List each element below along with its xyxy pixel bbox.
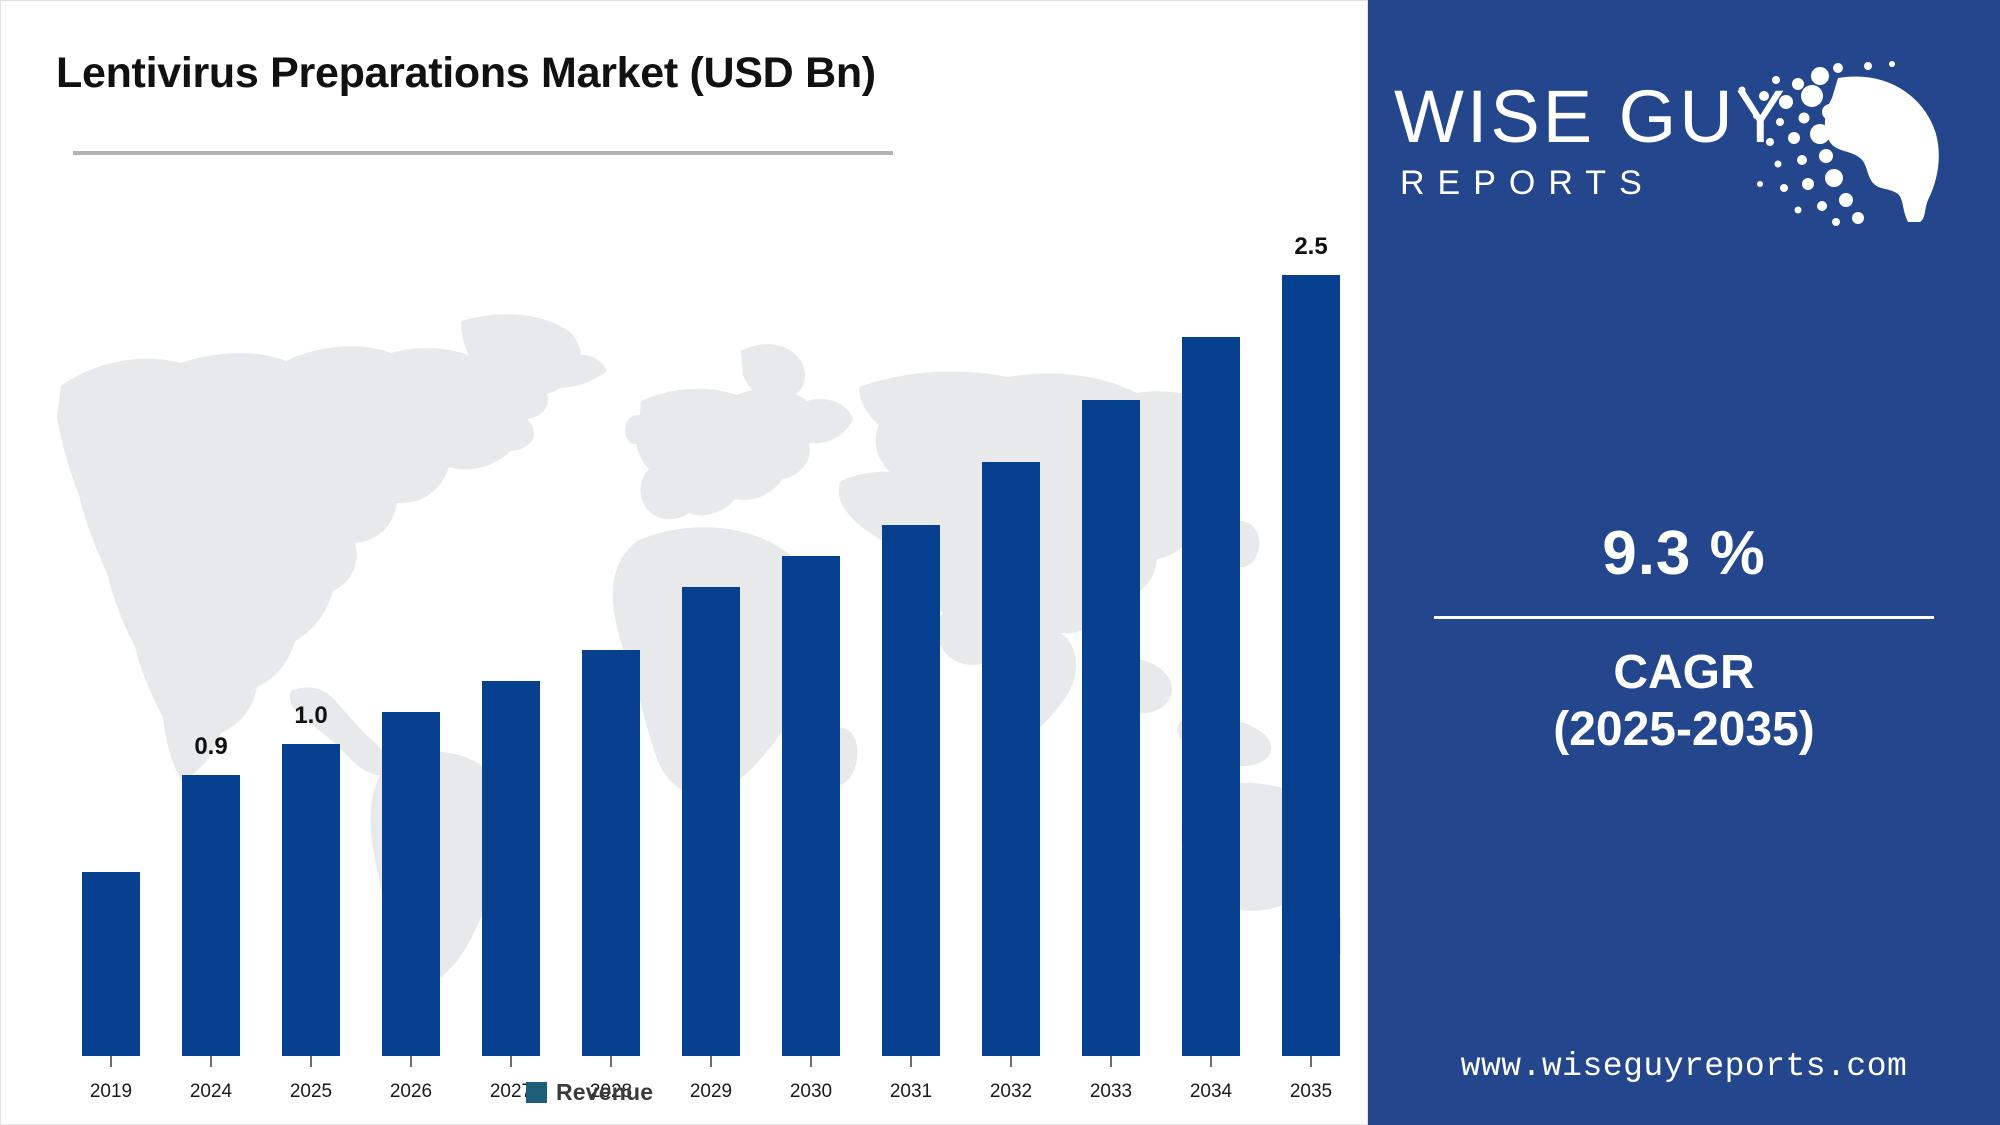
x-axis-label-2031: 2031	[889, 1081, 933, 1102]
bar-2029[interactable]	[682, 587, 740, 1056]
bar-2026[interactable]	[382, 712, 440, 1056]
x-axis-label-2028: 2028	[589, 1081, 633, 1102]
bar-group-2019[interactable]: 2019	[61, 181, 161, 1102]
legend-label-revenue: Revenue	[556, 1079, 654, 1105]
x-axis-label-2033: 2033	[1089, 1081, 1133, 1102]
x-tick-2024	[210, 1056, 212, 1067]
page-title: Lentivirus Preparations Market (USD Bn)	[56, 49, 876, 97]
brand-panel: WISE GUY REPORTS	[1368, 0, 2000, 1125]
bar-group-2035[interactable]: 2.5 2035	[1261, 181, 1361, 1102]
bar-group-2029[interactable]: 2029	[661, 181, 761, 1102]
bar-group-2031[interactable]: 2031	[861, 181, 961, 1102]
x-axis-label-2025: 2025	[289, 1081, 333, 1102]
plot-area: 2019 0.9 2024 1.0 2025 2026 2027 2028 2029 2030 20…	[61, 181, 1361, 1102]
bar-group-2027[interactable]: 2027	[461, 181, 561, 1102]
chart-legend[interactable]: Revenue	[526, 1079, 653, 1106]
bar-2025[interactable]	[282, 743, 340, 1056]
bar-2028[interactable]	[582, 649, 640, 1056]
website-url[interactable]: www.wiseguyreports.com	[1460, 1048, 1908, 1085]
bar-2032[interactable]	[982, 462, 1040, 1056]
x-axis-label-2019: 2019	[89, 1081, 133, 1102]
bar-value-label-2024: 0.9	[194, 732, 228, 760]
x-axis-label-2026: 2026	[389, 1081, 433, 1102]
cagr-caption-line2: (2025-2035)	[1553, 702, 1815, 756]
bar-2024[interactable]	[182, 774, 240, 1056]
cagr-caption: CAGR (2025-2035)	[1368, 645, 2000, 758]
x-tick-2026	[410, 1056, 412, 1067]
cagr-caption-line1: CAGR	[1613, 646, 1755, 700]
bar-group-2033[interactable]: 2033	[1061, 181, 1161, 1102]
x-axis-label-2032: 2032	[989, 1081, 1033, 1102]
x-tick-2035	[1310, 1056, 1312, 1067]
x-tick-2029	[710, 1056, 712, 1067]
x-axis-label-2035: 2035	[1289, 1081, 1333, 1102]
bar-group-2030[interactable]: 2030	[761, 181, 861, 1102]
bar-2033[interactable]	[1082, 399, 1140, 1056]
bar-2030[interactable]	[782, 556, 840, 1056]
bar-2035[interactable]	[1282, 274, 1340, 1056]
svg-text:WISE GUY: WISE GUY	[1394, 75, 1788, 158]
x-axis-label-2034: 2034	[1189, 1081, 1233, 1102]
x-tick-2032	[1010, 1056, 1012, 1067]
bar-2034[interactable]	[1182, 337, 1240, 1056]
x-axis-label-2024: 2024	[189, 1081, 233, 1102]
bar-group-2025[interactable]: 1.0 2025	[261, 181, 361, 1102]
x-tick-2025	[310, 1056, 312, 1067]
cagr-value: 9.3 %	[1602, 519, 1766, 588]
bar-value-label-2025: 1.0	[294, 701, 328, 729]
x-axis-label-2030: 2030	[789, 1081, 833, 1102]
x-tick-2028	[610, 1056, 612, 1067]
cagr-divider	[1434, 616, 1934, 620]
bar-value-label-2035: 2.5	[1294, 232, 1328, 260]
x-axis-label-2029: 2029	[689, 1081, 733, 1102]
x-tick-2019	[110, 1056, 112, 1067]
x-tick-2031	[910, 1056, 912, 1067]
x-tick-2027	[510, 1056, 512, 1067]
bar-group-2026[interactable]: 2026	[361, 181, 461, 1102]
x-tick-2030	[810, 1056, 812, 1067]
bar-2027[interactable]	[482, 681, 540, 1056]
bar-2031[interactable]	[882, 524, 940, 1056]
bar-group-2024[interactable]: 0.9 2024	[161, 181, 261, 1102]
x-axis-label-2027: 2027	[489, 1081, 533, 1102]
chart-panel: Lentivirus Preparations Market (USD Bn)	[0, 0, 1368, 1125]
x-tick-2033	[1110, 1056, 1112, 1067]
title-divider	[73, 151, 893, 155]
bar-2019[interactable]	[82, 871, 140, 1056]
cagr-block: 9.3 % CAGR (2025-2035)	[1368, 519, 2000, 758]
wiseguyreports-logo[interactable]: WISE GUY REPORTS	[1368, 60, 2000, 230]
bar-group-2032[interactable]: 2032	[961, 181, 1061, 1102]
bar-group-2028[interactable]: 2028	[561, 181, 661, 1102]
svg-text:REPORTS: REPORTS	[1400, 164, 1655, 202]
legend-swatch-revenue	[526, 1082, 547, 1103]
x-tick-2034	[1210, 1056, 1212, 1067]
bar-group-2034[interactable]: 2034	[1161, 181, 1261, 1102]
